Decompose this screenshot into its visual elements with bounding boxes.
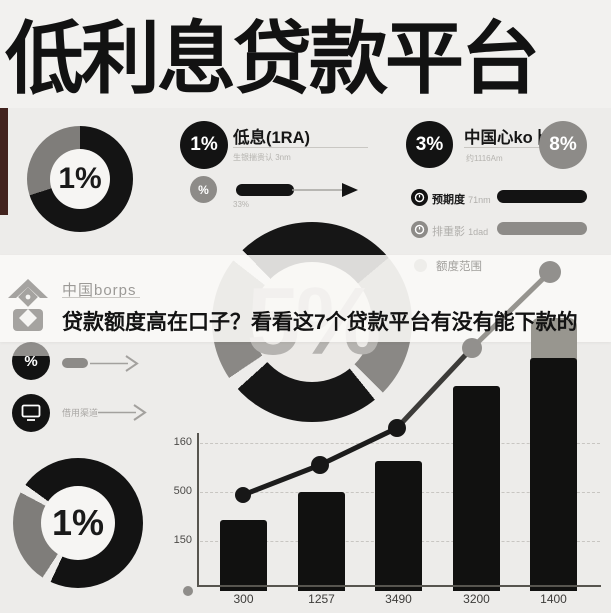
x-tick-label: 3200 <box>463 592 490 606</box>
clock-icon <box>411 221 428 238</box>
donut-chart-1pct-bottom: 1% <box>13 458 143 588</box>
low-interest-badge: 1% <box>180 121 228 169</box>
low-interest-subtitle: 生银揣贵认 3nm <box>233 153 291 162</box>
trend-line-segment <box>318 425 399 468</box>
home-icon <box>8 279 48 331</box>
row-sub: 71nm <box>468 195 491 205</box>
bar <box>298 492 345 591</box>
clock-icon <box>411 189 428 206</box>
y-tick-label: 500 <box>173 485 192 497</box>
bar-pill-black <box>497 190 587 203</box>
arrow-right-icon <box>98 404 147 421</box>
bar <box>453 386 500 591</box>
bar-pill-gray <box>497 222 587 235</box>
bar <box>375 461 422 591</box>
row-sub: 1dad <box>468 227 489 237</box>
donut-value: 1% <box>41 486 115 560</box>
x-axis-line <box>197 585 601 587</box>
data-point-dot <box>311 456 329 474</box>
x-tick-label: 1257 <box>308 592 335 606</box>
china-title: 中国心ko卜) <box>464 129 555 147</box>
china-badge-black: 3% <box>406 121 453 168</box>
monitor-icon <box>21 404 41 421</box>
percent-badge-split: % <box>12 342 50 380</box>
donut-chart-1pct-top: 1% <box>27 126 133 232</box>
bar <box>220 520 267 591</box>
divider <box>464 147 580 148</box>
divider <box>62 297 140 298</box>
monitor-badge <box>12 394 50 432</box>
divider <box>233 147 368 148</box>
china-badge-gray: 8% <box>539 121 587 169</box>
row-label: 排重影 <box>432 226 465 238</box>
axis-corner-dot <box>183 586 193 596</box>
channel-label: 借用渠道 <box>62 408 99 418</box>
brand-logo: 中国borps <box>62 282 137 299</box>
rate-note: 33% <box>233 200 250 209</box>
x-tick-label: 300 <box>233 592 254 606</box>
arrow-right-icon <box>90 355 139 372</box>
arrow-right-icon <box>292 183 358 197</box>
china-subtitle: 约1116Am <box>466 154 503 163</box>
row-label: 预期度 <box>432 194 465 206</box>
donut-value: 1% <box>50 149 110 209</box>
progress-pill <box>236 184 294 196</box>
page-title: 低利息贷款平台 <box>5 14 540 103</box>
data-point-dot <box>235 487 251 503</box>
title-band <box>0 0 611 108</box>
bar <box>530 358 577 591</box>
accent-strip <box>0 108 8 215</box>
gridline <box>200 443 600 444</box>
data-point-dot <box>388 419 406 437</box>
percent-badge: % <box>190 176 217 203</box>
y-tick-label: 150 <box>173 534 192 546</box>
x-tick-label: 1400 <box>540 592 567 606</box>
amount-range-label: 额度范围 <box>436 261 482 273</box>
y-axis-line <box>197 433 199 587</box>
expected-rate-label: 预期度 71nm <box>432 191 491 207</box>
trend-line-segment <box>242 462 321 498</box>
x-tick-label: 3490 <box>385 592 412 606</box>
headline-text: 贷款额度高在口子？看看这7个贷款平台有没有能下款的 <box>62 311 578 334</box>
low-interest-title: 低息(1RA) <box>233 129 310 147</box>
progress-pill-gray <box>62 358 88 368</box>
y-tick-label: 160 <box>173 436 192 448</box>
secondary-rate-label: 排重影 1dad <box>432 223 488 239</box>
